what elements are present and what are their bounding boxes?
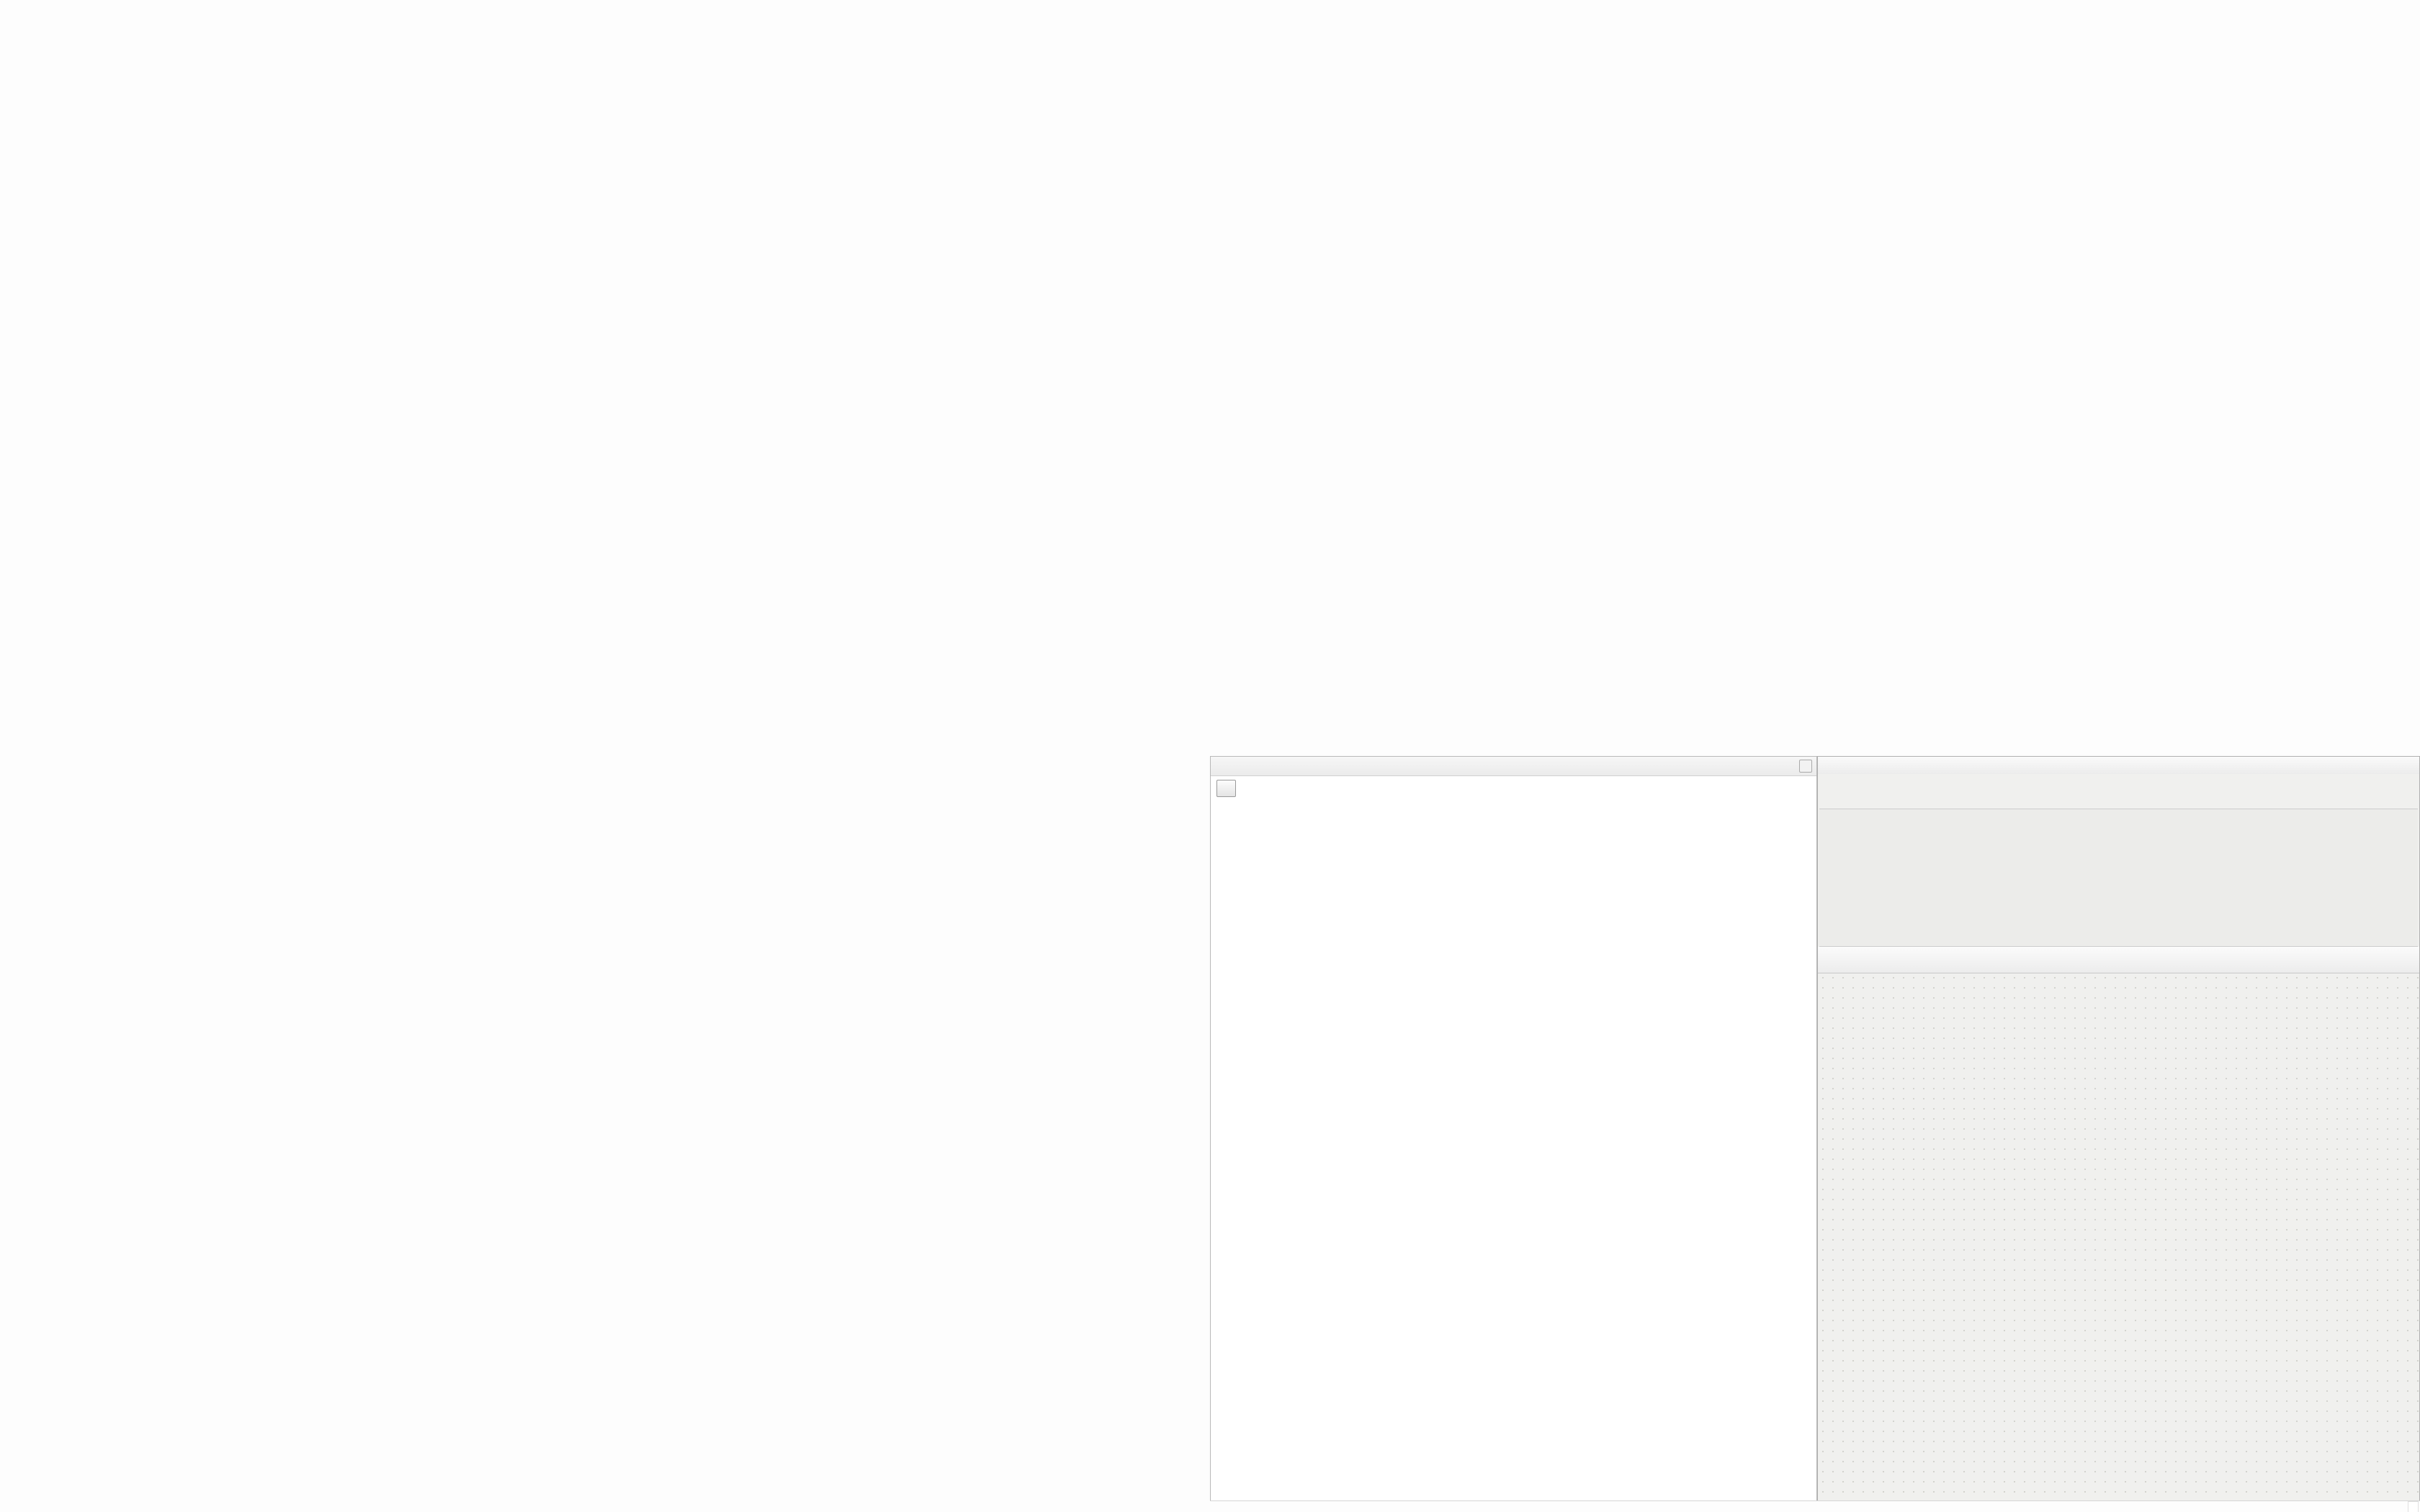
taskbar <box>1210 1500 2420 1512</box>
viewport-tab-top[interactable] <box>1216 780 1236 797</box>
rhino-canvas[interactable] <box>1211 798 1816 1500</box>
canvas-toolbar[interactable] <box>1818 947 2419 973</box>
grasshopper-titlebar[interactable] <box>1818 757 2419 774</box>
grasshopper-window <box>1817 756 2420 1502</box>
rhino-viewport-window <box>1210 756 1817 1502</box>
rhino-titlebar[interactable] <box>1211 757 1816 776</box>
quadrant-original <box>1210 756 2420 1512</box>
quadrant-mirror-both <box>0 0 1210 756</box>
quadrant-mirror-horizontal <box>0 756 1210 1512</box>
quadrant-mirror-vertical <box>1210 0 2420 756</box>
component-palette[interactable] <box>1819 809 2418 947</box>
grasshopper-canvas[interactable] <box>1818 973 2419 1501</box>
close-icon[interactable] <box>1799 760 1812 773</box>
grasshopper-category-tabs[interactable] <box>1821 790 2419 809</box>
grasshopper-menubar[interactable] <box>1818 774 2419 790</box>
system-monitor-widget <box>2408 1501 2419 1512</box>
apollonian-gasket-fractal <box>1211 798 1816 1500</box>
